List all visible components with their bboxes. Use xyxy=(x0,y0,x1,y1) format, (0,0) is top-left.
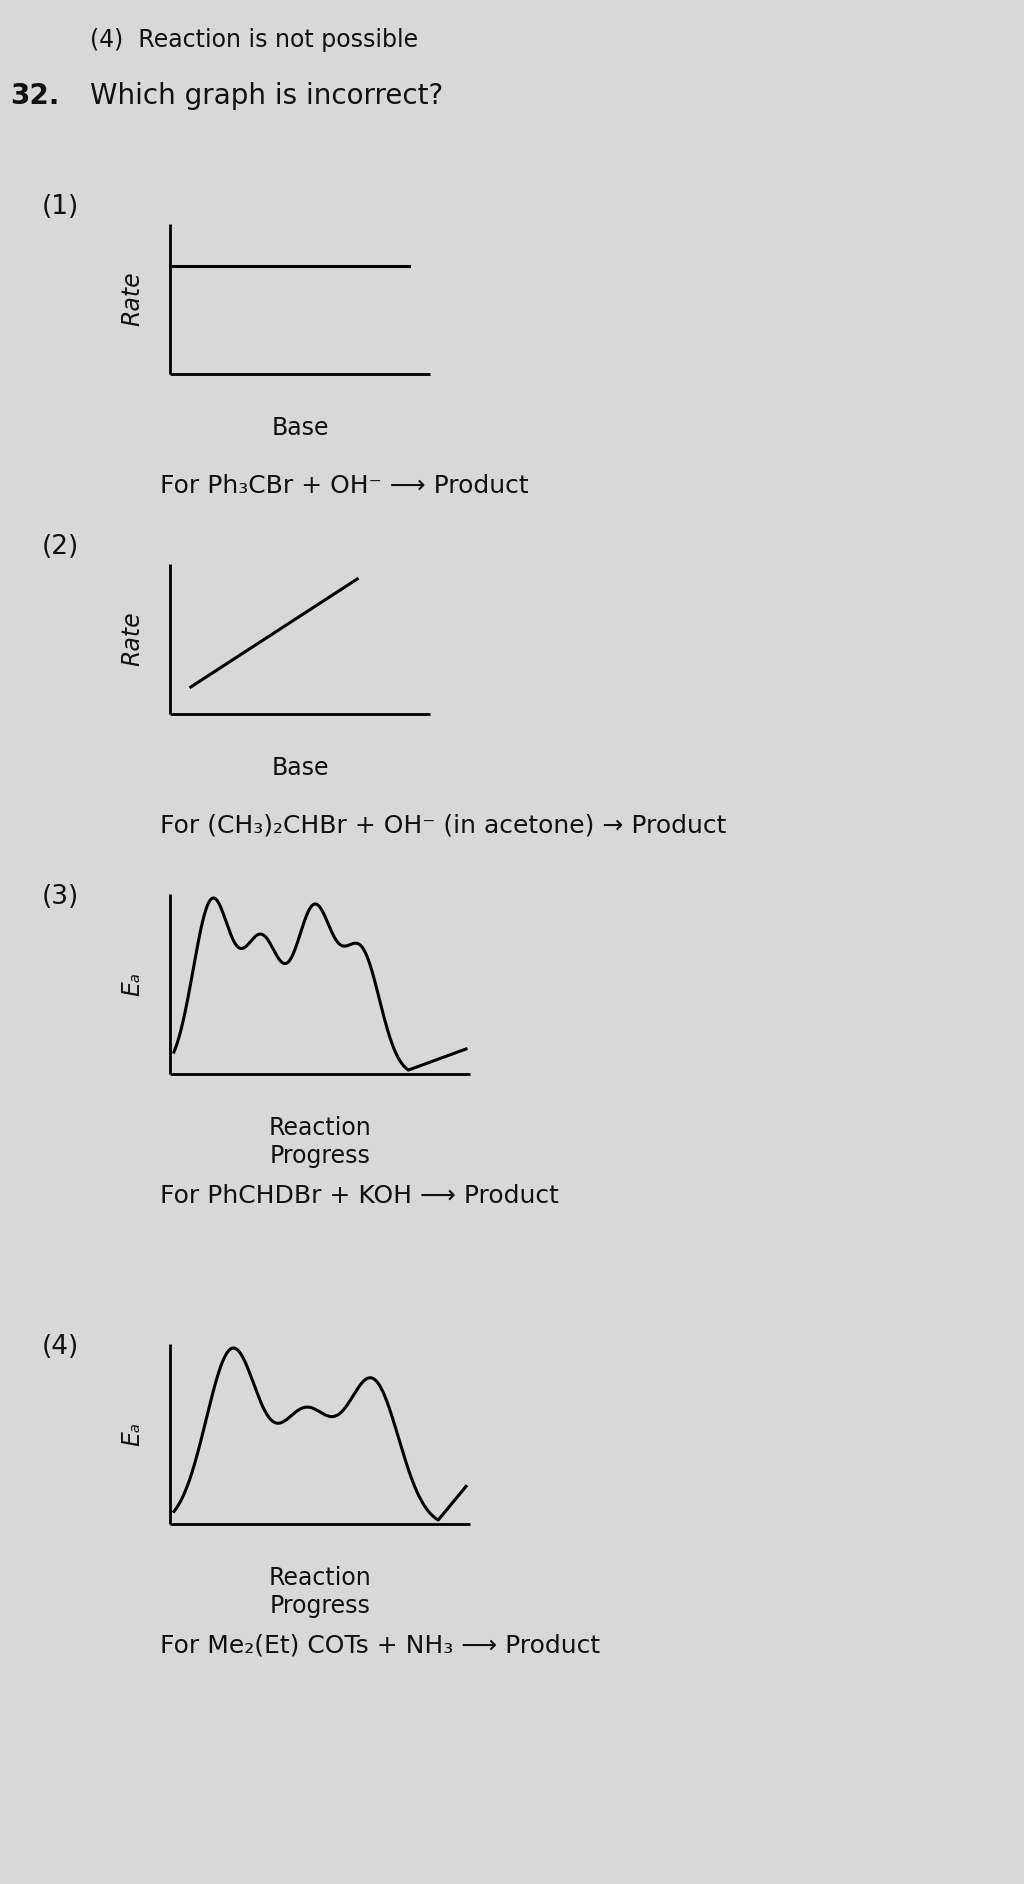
Text: Rate: Rate xyxy=(120,271,144,326)
Text: For Me₂(Et) COTs + NH₃ ⟶ Product: For Me₂(Et) COTs + NH₃ ⟶ Product xyxy=(160,1633,600,1658)
Text: (1): (1) xyxy=(42,194,79,220)
Text: Eₐ: Eₐ xyxy=(120,972,144,997)
Text: Eₐ: Eₐ xyxy=(120,1422,144,1447)
Text: For PhCHDBr + KOH ⟶ Product: For PhCHDBr + KOH ⟶ Product xyxy=(160,1183,559,1208)
Text: (4): (4) xyxy=(42,1334,79,1360)
Text: Reaction
Progress: Reaction Progress xyxy=(268,1566,372,1618)
Text: (2): (2) xyxy=(42,533,79,560)
Text: Base: Base xyxy=(271,755,329,780)
Text: Which graph is incorrect?: Which graph is incorrect? xyxy=(90,83,443,109)
Text: For (CH₃)₂CHBr + OH⁻ (in acetone) → Product: For (CH₃)₂CHBr + OH⁻ (in acetone) → Prod… xyxy=(160,814,726,838)
Text: 32.: 32. xyxy=(10,83,59,109)
Text: For Ph₃CBr + OH⁻ ⟶ Product: For Ph₃CBr + OH⁻ ⟶ Product xyxy=(160,475,528,497)
Text: Base: Base xyxy=(271,416,329,441)
Text: Reaction
Progress: Reaction Progress xyxy=(268,1115,372,1168)
Text: (4)  Reaction is not possible: (4) Reaction is not possible xyxy=(90,28,418,53)
Text: Rate: Rate xyxy=(120,612,144,667)
Text: (3): (3) xyxy=(42,884,79,910)
